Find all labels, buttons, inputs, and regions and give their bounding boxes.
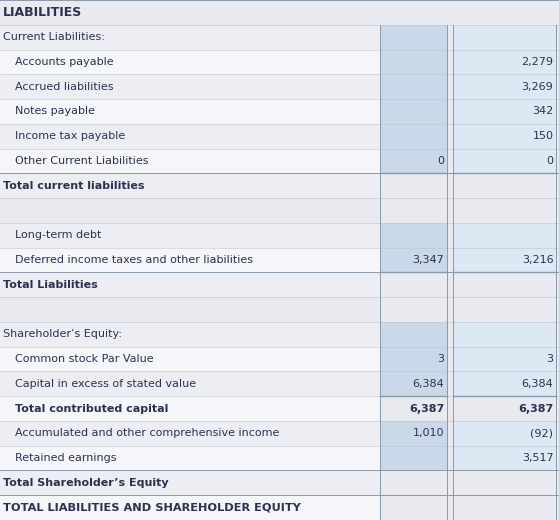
Bar (0, 25, 380, 49)
Bar (380, 173, 556, 198)
Bar (453, 74, 556, 99)
Text: Income tax payable: Income tax payable (15, 131, 125, 141)
Text: 3: 3 (437, 354, 444, 364)
Bar (0, 471, 380, 495)
Text: 6,384: 6,384 (413, 379, 444, 389)
Text: 6,387: 6,387 (409, 404, 444, 413)
Bar (453, 322, 556, 347)
Bar (0, 198, 380, 223)
Bar (0, 371, 380, 396)
Bar (453, 149, 556, 173)
Text: 3,269: 3,269 (522, 82, 553, 92)
Text: Total Shareholder’s Equity: Total Shareholder’s Equity (3, 478, 168, 488)
Text: Total current liabilities: Total current liabilities (3, 181, 144, 191)
Bar (453, 25, 556, 520)
Bar (0, 124, 380, 149)
Bar (0, 297, 380, 322)
Text: Long-term debt: Long-term debt (15, 230, 102, 240)
Text: Other Current Liabilities: Other Current Liabilities (15, 156, 149, 166)
Text: Common stock Par Value: Common stock Par Value (15, 354, 154, 364)
Bar (453, 421, 556, 446)
Text: 150: 150 (532, 131, 553, 141)
Text: Accumulated and other comprehensive income: Accumulated and other comprehensive inco… (15, 428, 280, 438)
Bar (453, 223, 556, 248)
Bar (0, 0, 380, 25)
Bar (0, 347, 380, 371)
Text: 3: 3 (546, 354, 553, 364)
Text: Shareholder’s Equity:: Shareholder’s Equity: (3, 329, 122, 339)
Bar (0, 149, 380, 173)
Text: 6,387: 6,387 (518, 404, 553, 413)
Bar (380, 495, 556, 520)
Bar (0, 248, 380, 272)
Text: (92): (92) (530, 428, 553, 438)
Text: Capital in excess of stated value: Capital in excess of stated value (15, 379, 196, 389)
Bar (0, 223, 380, 248)
Text: Current Liabilities:: Current Liabilities: (3, 32, 105, 42)
Bar (0, 173, 380, 198)
Bar (0, 74, 380, 99)
Bar (453, 124, 556, 149)
Bar (0, 446, 380, 471)
Text: Total Liabilities: Total Liabilities (3, 280, 97, 290)
Text: TOTAL LIABILITIES AND SHAREHOLDER EQUITY: TOTAL LIABILITIES AND SHAREHOLDER EQUITY (3, 503, 301, 513)
Bar (453, 25, 556, 49)
Bar (0, 495, 380, 520)
Bar (380, 25, 447, 520)
Text: 3,347: 3,347 (413, 255, 444, 265)
Bar (0, 421, 380, 446)
Bar (453, 347, 556, 371)
Bar (0, 99, 380, 124)
Text: 2,279: 2,279 (522, 57, 553, 67)
Text: Accounts payable: Accounts payable (15, 57, 113, 67)
Bar (453, 248, 556, 272)
Bar (0, 396, 380, 421)
Text: 3,216: 3,216 (522, 255, 553, 265)
Bar (453, 446, 556, 471)
Bar (0, 272, 380, 297)
Text: Total contributed capital: Total contributed capital (15, 404, 168, 413)
Bar (380, 297, 556, 322)
Bar (0, 49, 380, 74)
Bar (0, 322, 380, 347)
Text: 6,384: 6,384 (522, 379, 553, 389)
Bar (380, 272, 556, 297)
Text: Deferred income taxes and other liabilities: Deferred income taxes and other liabilit… (15, 255, 253, 265)
Text: 3,517: 3,517 (522, 453, 553, 463)
Bar (380, 198, 556, 223)
Text: Retained earnings: Retained earnings (15, 453, 117, 463)
Text: 1,010: 1,010 (413, 428, 444, 438)
Bar (380, 396, 556, 421)
Text: 0: 0 (437, 156, 444, 166)
Bar (453, 49, 556, 74)
Text: Notes payable: Notes payable (15, 107, 95, 116)
Bar (380, 471, 556, 495)
Bar (380, 0, 556, 25)
Text: 0: 0 (546, 156, 553, 166)
Text: 342: 342 (532, 107, 553, 116)
Bar (453, 371, 556, 396)
Bar (453, 99, 556, 124)
Text: Accrued liabilities: Accrued liabilities (15, 82, 113, 92)
Text: LIABILITIES: LIABILITIES (3, 6, 82, 19)
